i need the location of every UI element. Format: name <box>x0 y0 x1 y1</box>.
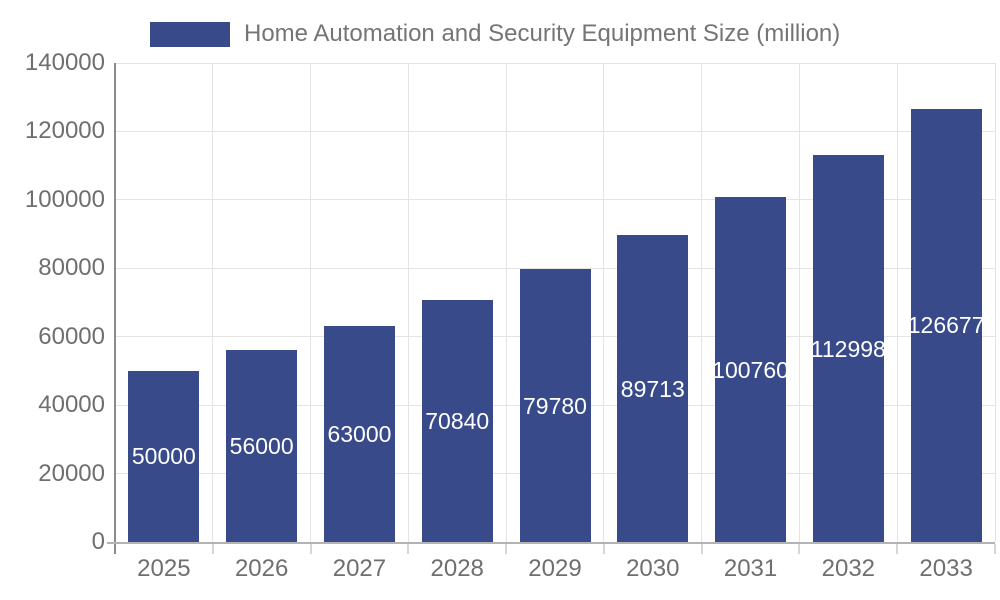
bar-2026 <box>226 350 298 542</box>
y-gridline <box>115 267 995 269</box>
y-axis-tick-label: 100000 <box>24 185 105 213</box>
y-axis-tick-label: 40000 <box>38 391 105 419</box>
x-gridline <box>212 63 214 542</box>
bar-value-label: 50000 <box>131 443 196 470</box>
bar-2028 <box>421 299 493 542</box>
bar-value-label: 56000 <box>229 433 294 460</box>
bar-2027 <box>323 326 395 542</box>
x-gridline <box>407 63 409 542</box>
bar-2025 <box>128 370 200 542</box>
bar-value-label: 100760 <box>712 356 789 383</box>
x-axis-tick-label: 2032 <box>821 555 876 582</box>
y-axis-tick-label: 0 <box>91 528 105 555</box>
x-gridline <box>896 63 898 542</box>
y-gridline <box>115 130 995 132</box>
bar-2033 <box>910 108 982 542</box>
x-axis-tick <box>505 544 508 554</box>
x-axis-tick-label: 2027 <box>332 555 387 582</box>
bar-2032 <box>812 155 884 542</box>
y-axis-tick-label: 140000 <box>24 49 105 76</box>
x-axis-tick <box>211 544 214 554</box>
x-axis-tick-label: 2029 <box>528 555 582 582</box>
bar-value-label: 63000 <box>327 421 392 448</box>
y-gridline <box>115 62 995 64</box>
y-axis-tick-label: 60000 <box>38 322 105 350</box>
x-axis-tick <box>700 544 703 554</box>
y-axis-tick-label: 20000 <box>38 459 105 487</box>
x-gridline <box>603 63 605 542</box>
bar-2029 <box>519 269 591 542</box>
x-axis-tick-label: 2028 <box>430 555 484 582</box>
bar-2031 <box>715 197 787 542</box>
x-axis-tick-label: 2031 <box>723 555 778 582</box>
y-axis-tick-label: 120000 <box>24 117 105 145</box>
x-axis-tick-label: 2026 <box>234 555 289 582</box>
x-axis-tick <box>798 544 801 554</box>
bar-value-label: 89713 <box>620 375 685 402</box>
legend-label: Home Automation and Security Equipment S… <box>244 20 841 47</box>
bar-value-label: 126677 <box>907 312 985 339</box>
bar-value-label: 112998 <box>810 335 886 362</box>
x-gridline <box>798 63 800 542</box>
bar-2030 <box>617 235 689 542</box>
bar-value-label: 70840 <box>425 407 490 434</box>
x-axis-tick-label: 2025 <box>137 555 191 582</box>
y-axis-tick-label: 80000 <box>38 254 105 282</box>
chart-legend: Home Automation and Security Equipment S… <box>150 20 840 48</box>
x-gridline <box>994 63 996 542</box>
x-axis-tick <box>994 544 996 554</box>
x-axis-tick-label: 2033 <box>919 555 973 582</box>
x-axis-tick <box>407 544 410 554</box>
bar-value-label: 79780 <box>523 392 587 419</box>
x-axis-line <box>107 542 995 544</box>
x-axis-tick <box>602 544 605 554</box>
y-axis-line <box>114 63 116 554</box>
x-gridline <box>505 63 507 542</box>
x-gridline <box>310 63 312 542</box>
x-axis-tick-label: 2030 <box>626 555 680 582</box>
y-gridline <box>115 199 995 201</box>
legend-swatch <box>150 21 230 47</box>
x-gridline <box>701 63 703 542</box>
x-axis-tick <box>896 544 899 554</box>
x-axis-tick <box>309 544 312 554</box>
